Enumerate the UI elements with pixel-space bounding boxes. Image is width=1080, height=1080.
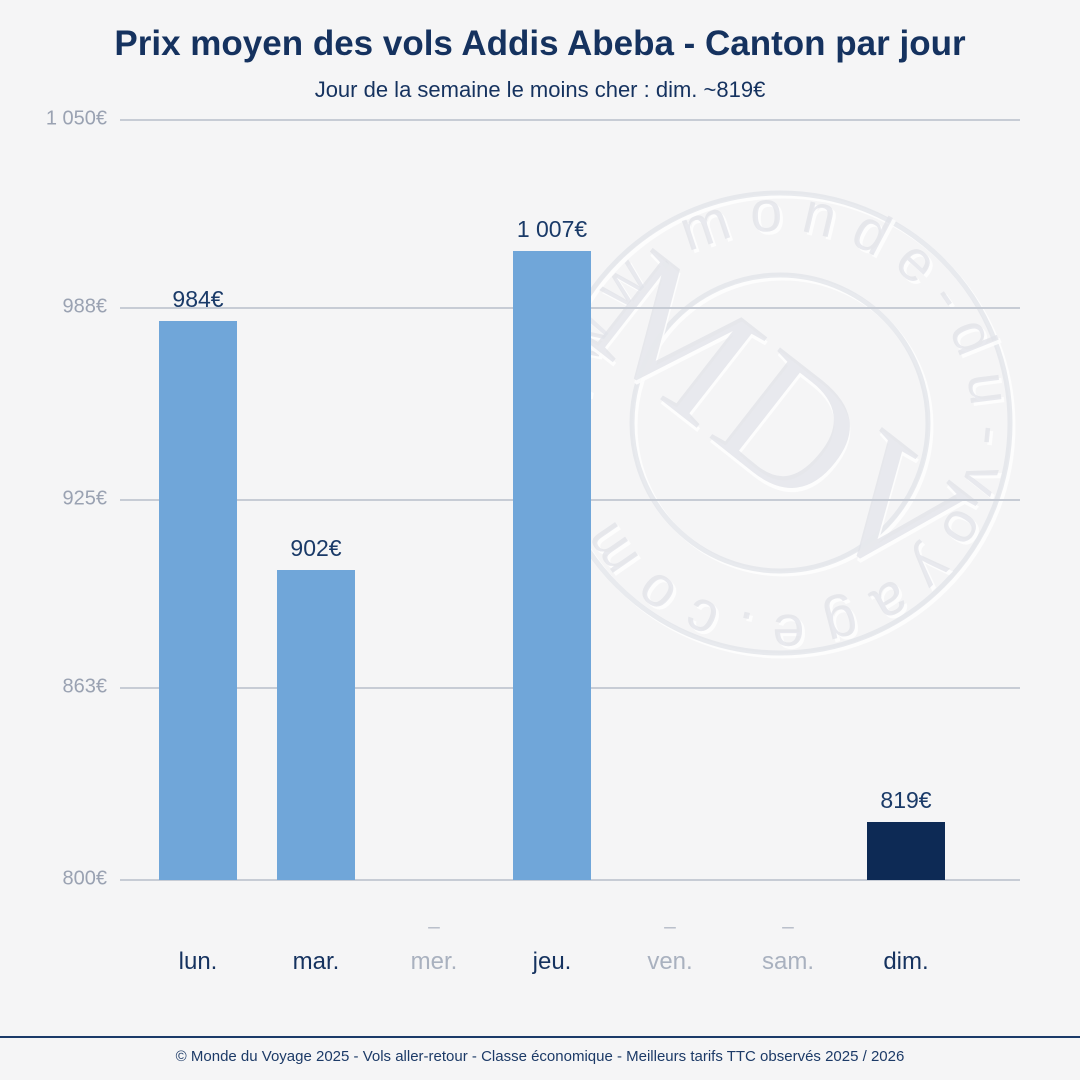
bar-column-jeu: 1 007€ bbox=[493, 120, 611, 880]
day-label-ven: ven. bbox=[647, 948, 693, 975]
bar-jeu bbox=[513, 250, 591, 880]
bar-column-lun: 984€ bbox=[139, 120, 257, 880]
empty-day-marker-blank bbox=[257, 914, 375, 940]
gridline bbox=[120, 119, 1020, 121]
y-tick-label: 800€ bbox=[62, 867, 108, 890]
day-label-jeu: jeu. bbox=[532, 948, 572, 975]
day-label-mer: mer. bbox=[410, 948, 458, 975]
empty-day-marker: – bbox=[664, 915, 676, 938]
bar-column-sam bbox=[729, 120, 847, 880]
bar-value-label: 984€ bbox=[172, 285, 224, 312]
x-axis-labels: lun. mar. mer. jeu. ven. sam. dim. bbox=[139, 946, 965, 978]
bar-dim bbox=[867, 822, 945, 880]
footer-text: © Monde du Voyage 2025 - Vols aller-reto… bbox=[175, 1048, 905, 1065]
day-label-lun: lun. bbox=[178, 948, 218, 975]
bar-value-label: 902€ bbox=[290, 534, 342, 561]
day-label-dim: dim. bbox=[883, 948, 929, 975]
bar-column-mar: 902€ bbox=[257, 120, 375, 880]
bar-columns: 984€ 902€ 1 007€ 819€ bbox=[139, 120, 965, 880]
day-label-sam: sam. bbox=[761, 948, 814, 975]
empty-day-marker: – bbox=[428, 915, 440, 938]
footer-divider bbox=[0, 1036, 1080, 1038]
empty-day-marker: – bbox=[782, 915, 794, 938]
bar-column-ven bbox=[611, 120, 729, 880]
bar-column-dim: 819€ bbox=[847, 120, 965, 880]
empty-day-marker-blank bbox=[139, 914, 257, 940]
bar-value-label: 1 007€ bbox=[516, 215, 588, 242]
y-tick-label: 988€ bbox=[62, 296, 108, 319]
empty-day-marker-blank bbox=[847, 914, 965, 940]
day-label-mar: mar. bbox=[292, 948, 340, 975]
bar-lun bbox=[159, 320, 237, 880]
watermark-stamp-icon: www.monde-du-voyage.com · www.monde-du-v… bbox=[534, 178, 1016, 670]
gridline bbox=[120, 879, 1020, 881]
page-title: Prix moyen des vols Addis Abeba - Canton… bbox=[114, 24, 966, 63]
y-tick-label: 925€ bbox=[62, 487, 108, 510]
empty-day-marker-blank bbox=[493, 914, 611, 940]
page-subtitle: Jour de la semaine le moins cher : dim. … bbox=[314, 77, 766, 102]
y-tick-label: 863€ bbox=[62, 676, 108, 699]
y-tick-label: 1 050€ bbox=[45, 107, 107, 130]
bar-mar bbox=[277, 569, 355, 880]
empty-day-marker-row: – – – bbox=[139, 914, 965, 940]
bar-value-label: 819€ bbox=[880, 787, 932, 814]
